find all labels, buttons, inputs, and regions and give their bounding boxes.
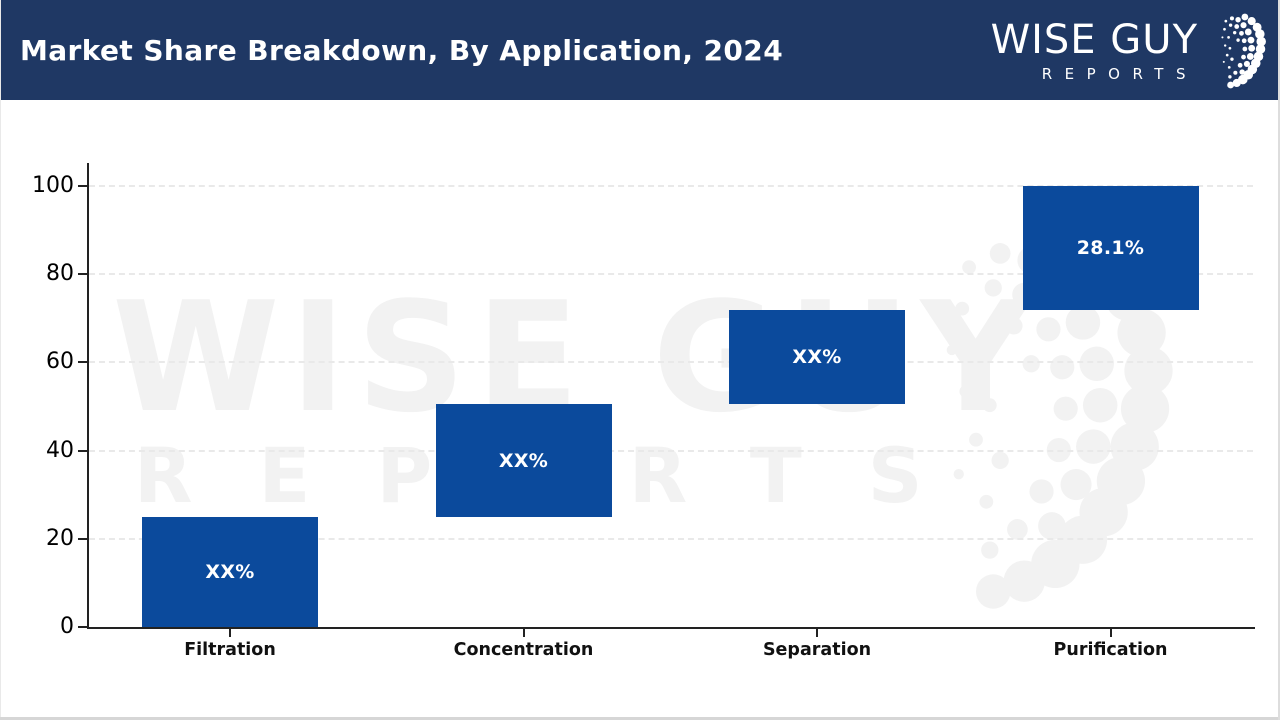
logo-text: WISE GUY REPORTS — [991, 20, 1198, 83]
y-tick-label: 0 — [60, 614, 74, 639]
gridline-40 — [89, 449, 1253, 452]
x-category-label: Concentration — [453, 640, 594, 660]
x-category-label: Filtration — [184, 640, 276, 660]
y-tick-label: 20 — [46, 525, 74, 551]
x-axis-line — [87, 627, 1255, 629]
header-bar: Market Share Breakdown, By Application, … — [0, 0, 1280, 100]
bar-separation: XX% — [729, 309, 905, 405]
logo-brand: WISE GUY — [990, 17, 1198, 63]
y-tick-label: 40 — [46, 437, 74, 463]
logo-head-icon — [1200, 10, 1268, 92]
y-tick-mark — [78, 449, 87, 452]
y-axis-line — [87, 163, 89, 629]
gridline-100 — [89, 185, 1253, 187]
y-tick-mark — [78, 273, 87, 276]
bar-value-label: XX% — [205, 560, 255, 583]
x-category-label: Separation — [762, 640, 872, 660]
y-tick-mark — [78, 626, 87, 628]
bar-value-label: 28.1% — [1076, 236, 1145, 259]
gridline-20 — [89, 537, 1253, 540]
x-tick-mark — [522, 629, 525, 637]
x-category-label: Purification — [1053, 640, 1168, 660]
bar-concentration: XX% — [435, 404, 612, 517]
logo-sub: REPORTS — [1041, 65, 1198, 83]
page-title: Market Share Breakdown, By Application, … — [20, 33, 784, 67]
x-tick-mark — [1109, 629, 1112, 637]
y-tick-label: 60 — [46, 349, 74, 375]
bar-filtration: XX% — [142, 516, 318, 627]
gridline-80 — [89, 273, 1253, 276]
gridline-60 — [89, 361, 1253, 364]
y-tick-label: 100 — [32, 173, 74, 198]
x-tick-mark — [816, 629, 818, 637]
y-tick-mark — [78, 361, 87, 364]
y-tick-label: 80 — [46, 261, 74, 287]
bar-purification: 28.1% — [1022, 186, 1199, 310]
bar-value-label: XX% — [792, 346, 842, 369]
y-tick-mark — [78, 537, 87, 540]
bar-value-label: XX% — [498, 449, 549, 472]
y-tick-mark — [78, 185, 87, 187]
wise-guy-logo: WISE GUY REPORTS — [991, 4, 1270, 96]
x-tick-mark — [229, 629, 231, 637]
